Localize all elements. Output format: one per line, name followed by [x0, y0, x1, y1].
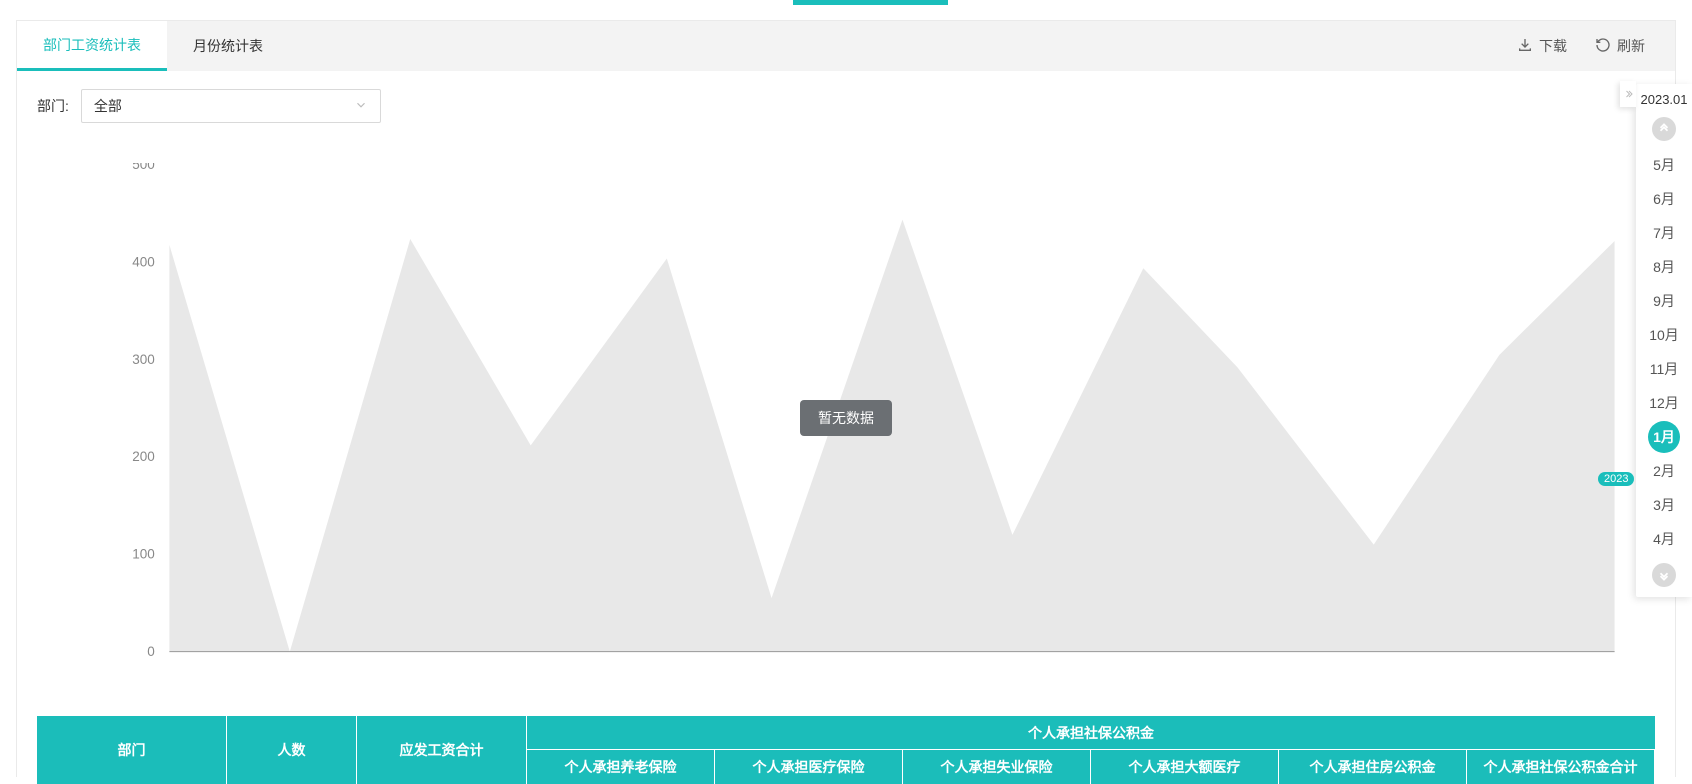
svg-text:0: 0 — [147, 644, 155, 659]
chevron-down-icon — [354, 98, 368, 115]
tab-label: 月份统计表 — [193, 36, 263, 56]
month-scroll-up-button[interactable] — [1652, 117, 1676, 141]
download-button[interactable]: 下载 — [1517, 36, 1567, 56]
filter-label: 部门: — [37, 96, 69, 116]
col-sub-2: 个人承担失业保险 — [903, 750, 1091, 784]
month-item[interactable]: 2月 — [1644, 455, 1684, 487]
year-badge: 2023 — [1598, 472, 1634, 486]
col-department: 部门 — [37, 716, 227, 784]
month-item[interactable]: 8月 — [1644, 251, 1684, 283]
toolbar-right: 下载 刷新 — [1517, 21, 1675, 71]
month-picker-title: 2023.01 — [1636, 90, 1692, 113]
month-item[interactable]: 1月 — [1648, 421, 1680, 453]
col-sub-3: 个人承担大额医疗 — [1091, 750, 1279, 784]
month-item[interactable]: 9月 — [1644, 285, 1684, 317]
month-item[interactable]: 10月 — [1644, 319, 1684, 351]
col-sub-4: 个人承担住房公积金 — [1279, 750, 1467, 784]
col-group-social: 个人承担社保公积金 个人承担养老保险 个人承担医疗保险 个人承担失业保险 个人承… — [527, 716, 1655, 784]
month-item[interactable]: 3月 — [1644, 489, 1684, 521]
download-icon — [1517, 37, 1533, 56]
collapse-month-panel-button[interactable] — [1620, 81, 1636, 107]
month-item[interactable]: 5月 — [1644, 149, 1684, 181]
col-sub-0: 个人承担养老保险 — [527, 750, 715, 784]
tabs-row: 部门工资统计表 月份统计表 下载 刷 — [17, 21, 1675, 71]
table-header: 部门 人数 应发工资合计 个人承担社保公积金 个人承担养老保险 个人承担医疗保险… — [37, 714, 1655, 784]
refresh-label: 刷新 — [1617, 36, 1645, 56]
tab-month-stats[interactable]: 月份统计表 — [167, 21, 289, 71]
tab-department-stats[interactable]: 部门工资统计表 — [17, 21, 167, 71]
download-label: 下载 — [1539, 36, 1567, 56]
month-item[interactable]: 6月 — [1644, 183, 1684, 215]
page-body: 部门工资统计表 月份统计表 下载 刷 — [16, 20, 1676, 777]
top-accent-bar — [793, 0, 948, 5]
month-list: 5月6月7月8月9月10月11月12月1月2月3月4月 — [1636, 145, 1692, 559]
svg-text:500: 500 — [132, 163, 155, 172]
col-group-label: 个人承担社保公积金 — [527, 716, 1655, 750]
select-value: 全部 — [94, 96, 122, 116]
no-data-badge: 暂无数据 — [800, 400, 892, 436]
col-sub-5: 个人承担社保公积金合计 — [1467, 750, 1655, 784]
svg-text:300: 300 — [132, 352, 155, 367]
refresh-icon — [1595, 37, 1611, 56]
content: 部门: 全部 0 100 200 300 400 500 暂无数据 部门 人数 应发工资合… — [17, 71, 1675, 784]
filter-row: 部门: 全部 — [37, 89, 1655, 123]
month-item[interactable]: 11月 — [1644, 353, 1684, 385]
month-item[interactable]: 4月 — [1644, 523, 1684, 555]
col-gross: 应发工资合计 — [357, 716, 527, 784]
tab-label: 部门工资统计表 — [43, 35, 141, 55]
department-select[interactable]: 全部 — [81, 89, 381, 123]
svg-text:100: 100 — [132, 547, 155, 562]
month-item[interactable]: 7月 — [1644, 217, 1684, 249]
svg-text:400: 400 — [132, 255, 155, 270]
month-scroll-down-button[interactable] — [1652, 563, 1676, 587]
tabs: 部门工资统计表 月份统计表 — [17, 21, 289, 71]
month-picker: 2023 2023.01 5月6月7月8月9月10月11月12月1月2月3月4月 — [1636, 84, 1692, 597]
month-item[interactable]: 12月 — [1644, 387, 1684, 419]
refresh-button[interactable]: 刷新 — [1595, 36, 1645, 56]
svg-text:200: 200 — [132, 449, 155, 464]
chart: 0 100 200 300 400 500 暂无数据 — [37, 133, 1655, 702]
col-count: 人数 — [227, 716, 357, 784]
col-sub-1: 个人承担医疗保险 — [715, 750, 903, 784]
